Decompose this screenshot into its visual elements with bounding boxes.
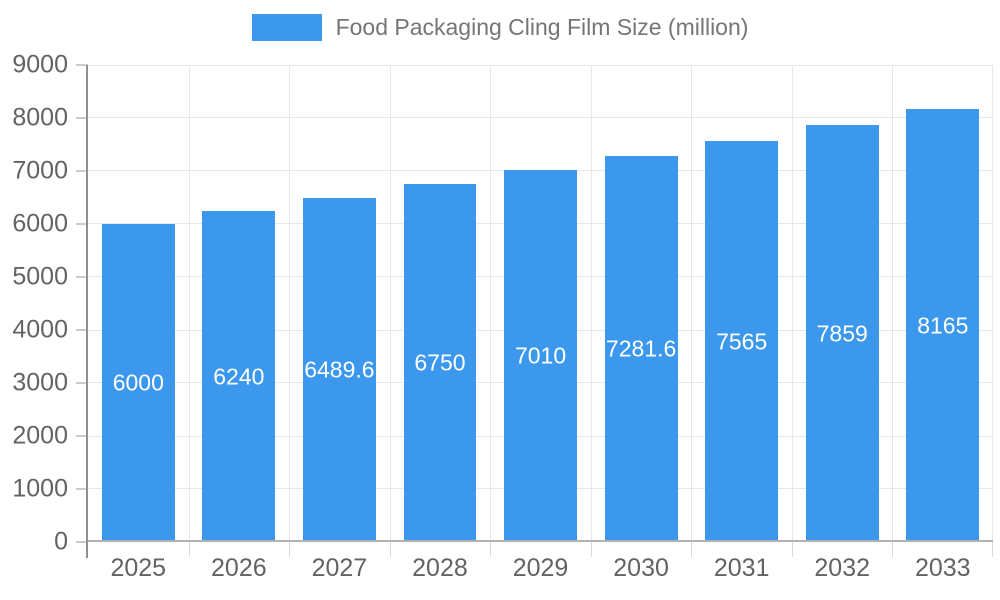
legend-label: Food Packaging Cling Film Size (million) (335, 14, 749, 40)
bar-slot: 8165 (893, 65, 994, 542)
y-tick-label: 7000 (12, 156, 68, 185)
vertical-gridline (791, 65, 793, 542)
bar-value-label: 6489.6 (304, 356, 375, 383)
vertical-gridline (691, 65, 693, 542)
y-tick-mark (76, 381, 88, 384)
bar: 6000 (101, 224, 175, 542)
x-tick-label: 2029 (512, 554, 569, 582)
y-tick-label: 0 (54, 527, 68, 556)
y-tick-label: 8000 (12, 103, 68, 132)
bar: 6489.6 (302, 198, 376, 542)
bar-slot: 7565 (691, 65, 792, 542)
legend-swatch-icon (251, 14, 322, 41)
y-tick-mark (76, 329, 88, 331)
legend: Food Packaging Cling Film Size (million) (0, 14, 1000, 41)
y-tick-mark (76, 170, 88, 172)
bar-series: 6000 6240 6489.6 6750 7010 7281.6 7565 7859 8165 (88, 65, 993, 542)
x-axis-labels: 2025 2026 2027 2028 2029 2030 2031 2032 2033 (88, 554, 993, 583)
y-tick-mark (76, 435, 88, 437)
bar-value-label: 7281.6 (605, 335, 677, 362)
x-tick-mark (289, 542, 291, 557)
bar-slot: 7281.6 (591, 65, 692, 542)
bar: 6750 (403, 184, 477, 542)
bar-slot: 6240 (189, 65, 290, 542)
y-tick-label: 5000 (12, 262, 68, 291)
y-tick-mark (76, 488, 88, 490)
bar-value-label: 6000 (112, 369, 164, 396)
bar-value-label: 7565 (716, 328, 768, 355)
x-tick-mark (590, 542, 592, 557)
x-tick-mark (892, 542, 894, 557)
bar-value-label: 8165 (917, 312, 969, 339)
y-tick-label: 6000 (12, 209, 68, 238)
y-tick-label: 2000 (12, 421, 68, 450)
bar-value-label: 6750 (414, 349, 466, 376)
x-tick-mark (791, 542, 793, 557)
vertical-gridline (389, 65, 391, 542)
horizontal-gridline (88, 117, 993, 119)
vertical-gridline (188, 65, 190, 542)
x-axis-baseline (88, 540, 993, 542)
y-tick-label: 3000 (12, 368, 68, 397)
bar-value-label: 7010 (514, 342, 567, 369)
y-tick-mark (76, 117, 88, 119)
y-tick-mark (76, 276, 88, 278)
y-tick-mark (76, 64, 88, 66)
bar: 6240 (202, 211, 276, 542)
bar: 8165 (906, 109, 980, 542)
y-axis-labels: 0 1000 2000 3000 4000 5000 6000 7000 8000 9000 (0, 51, 72, 556)
x-axis-ticks (88, 542, 993, 557)
bar-slot: 6489.6 (289, 65, 390, 542)
x-tick-mark (389, 542, 391, 557)
bar: 7565 (705, 141, 779, 542)
x-tick-mark (490, 542, 492, 557)
x-tick-mark (188, 542, 190, 557)
x-tick-mark (691, 542, 693, 557)
vertical-gridline (590, 65, 592, 542)
y-tick-label: 1000 (12, 474, 68, 503)
x-tick-label: 2033 (914, 554, 971, 582)
y-tick-mark (76, 222, 88, 225)
vertical-gridline (289, 65, 291, 542)
vertical-gridline (992, 65, 993, 542)
bar: 7859 (805, 125, 879, 542)
x-tick-mark (992, 542, 993, 557)
horizontal-gridline (88, 64, 993, 66)
x-tick-label: 2030 (613, 554, 669, 582)
vertical-gridline (892, 65, 894, 542)
x-tick-label: 2027 (311, 554, 368, 582)
x-tick-label: 2026 (211, 554, 267, 582)
y-axis-line (86, 65, 88, 558)
bar: 7281.6 (604, 156, 678, 542)
bar-slot: 6000 (88, 65, 189, 542)
y-tick-mark (76, 541, 88, 543)
bar: 7010 (504, 170, 577, 542)
y-axis-ticks (76, 64, 88, 543)
bar-slot: 7010 (490, 65, 591, 542)
plot-area: 6000 6240 6489.6 6750 7010 7281.6 7565 7859 8165 (88, 64, 993, 542)
x-tick-label: 2031 (713, 554, 770, 582)
x-tick-label: 2025 (110, 554, 167, 582)
x-tick-label: 2028 (412, 554, 468, 582)
y-tick-label: 4000 (12, 315, 68, 344)
bar-value-label: 6240 (213, 363, 265, 390)
bar-slot: 6750 (390, 65, 491, 542)
bar-value-label: 7859 (816, 320, 868, 347)
bar-slot: 7859 (792, 65, 893, 542)
x-tick-label: 2032 (814, 554, 871, 582)
vertical-gridline (490, 65, 492, 542)
y-tick-label: 9000 (12, 50, 68, 79)
